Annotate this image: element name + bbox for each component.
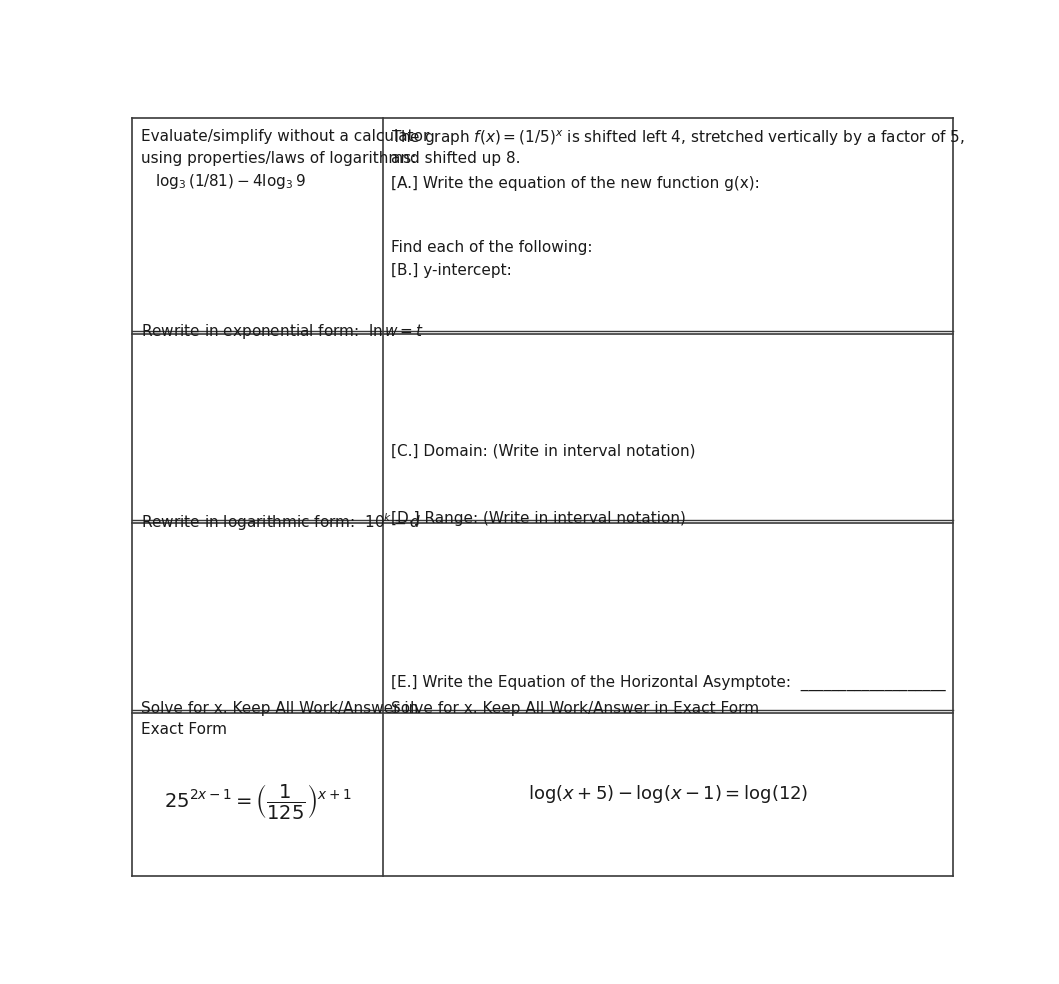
Text: $\log(x + 5) - \log(x - 1) = \log(12)$: $\log(x + 5) - \log(x - 1) = \log(12)$	[527, 783, 808, 805]
Text: Evaluate/simplify without a calculator: Evaluate/simplify without a calculator	[141, 130, 429, 145]
Text: Find each of the following:: Find each of the following:	[391, 240, 592, 255]
Text: [E.] Write the Equation of the Horizontal Asymptote:  ___________________: [E.] Write the Equation of the Horizonta…	[391, 675, 946, 691]
Text: Exact Form: Exact Form	[141, 722, 227, 737]
Text: Rewrite in exponential form:  $\ln w = t$: Rewrite in exponential form: $\ln w = t$	[141, 322, 424, 340]
Text: Rewrite in logarithmic form:  $10^k = d$: Rewrite in logarithmic form: $10^k = d$	[141, 512, 420, 533]
Text: [A.] Write the equation of the new function g(x):: [A.] Write the equation of the new funct…	[391, 176, 759, 191]
Text: $\log_3(1/81) - 4\log_3 9$: $\log_3(1/81) - 4\log_3 9$	[156, 172, 306, 191]
Text: [B.] y-intercept:: [B.] y-intercept:	[391, 263, 511, 277]
Text: Solve for x. Keep All Work/Answer in Exact Form: Solve for x. Keep All Work/Answer in Exa…	[391, 701, 759, 715]
Text: [D.] Range: (Write in interval notation): [D.] Range: (Write in interval notation)	[391, 512, 686, 526]
Text: Solve for x. Keep All Work/Answer in: Solve for x. Keep All Work/Answer in	[141, 701, 418, 715]
Text: using properties/laws of logarithms:: using properties/laws of logarithms:	[141, 151, 416, 165]
Text: $25^{2x-1} = \left(\dfrac{1}{125}\right)^{x+1}$: $25^{2x-1} = \left(\dfrac{1}{125}\right)…	[164, 782, 352, 822]
Text: The graph $f(x) = (1/5)^x$ is shifted left 4, stretched vertically by a factor o: The graph $f(x) = (1/5)^x$ is shifted le…	[391, 128, 965, 148]
Text: and shifted up 8.: and shifted up 8.	[391, 151, 520, 165]
Text: [C.] Domain: (Write in interval notation): [C.] Domain: (Write in interval notation…	[391, 444, 696, 459]
